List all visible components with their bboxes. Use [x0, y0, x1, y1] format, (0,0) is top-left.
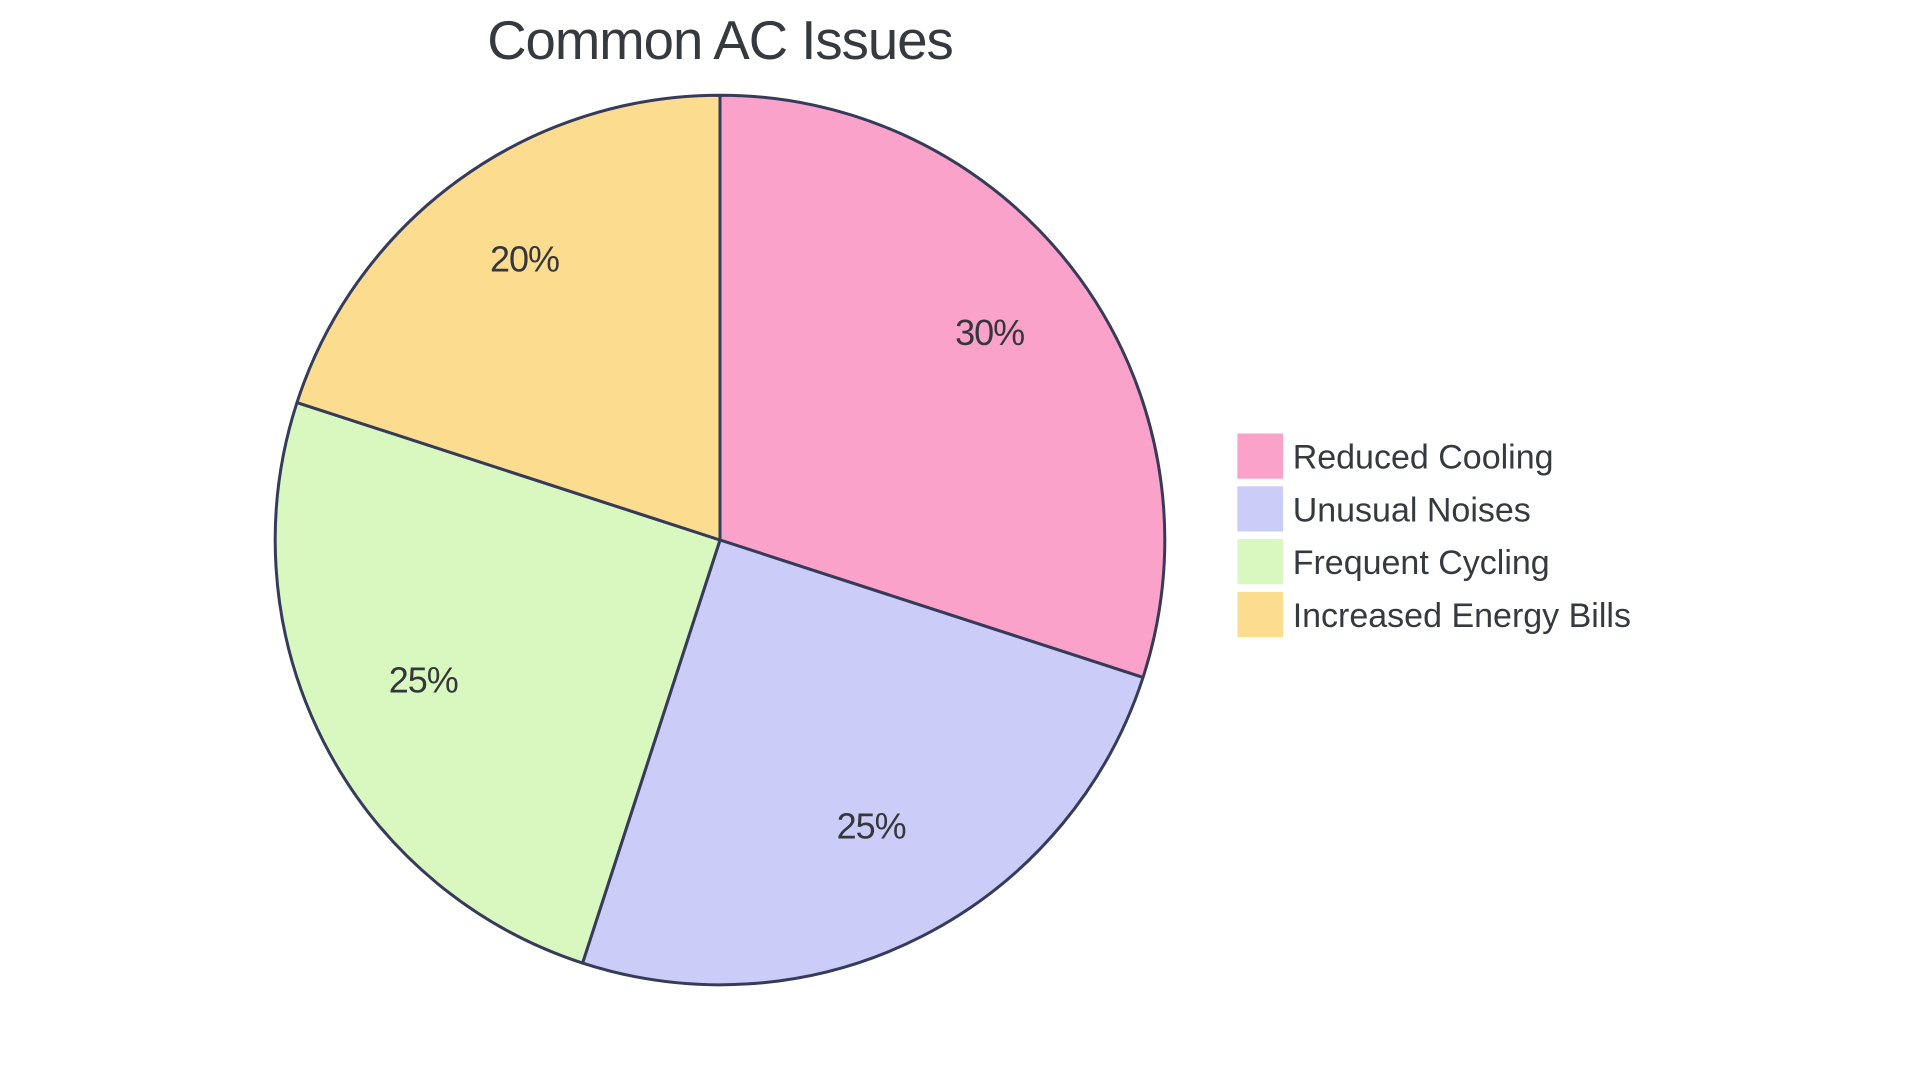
- svg-text:25%: 25%: [837, 806, 906, 847]
- svg-text:Frequent Cycling: Frequent Cycling: [1293, 544, 1550, 582]
- svg-text:Increased Energy Bills: Increased Energy Bills: [1293, 597, 1631, 635]
- svg-text:Unusual Noises: Unusual Noises: [1293, 491, 1531, 529]
- svg-text:Reduced Cooling: Reduced Cooling: [1293, 439, 1554, 477]
- svg-text:25%: 25%: [389, 660, 458, 701]
- svg-text:Common AC Issues: Common AC Issues: [487, 10, 953, 71]
- svg-text:30%: 30%: [955, 312, 1024, 353]
- svg-text:20%: 20%: [490, 239, 559, 280]
